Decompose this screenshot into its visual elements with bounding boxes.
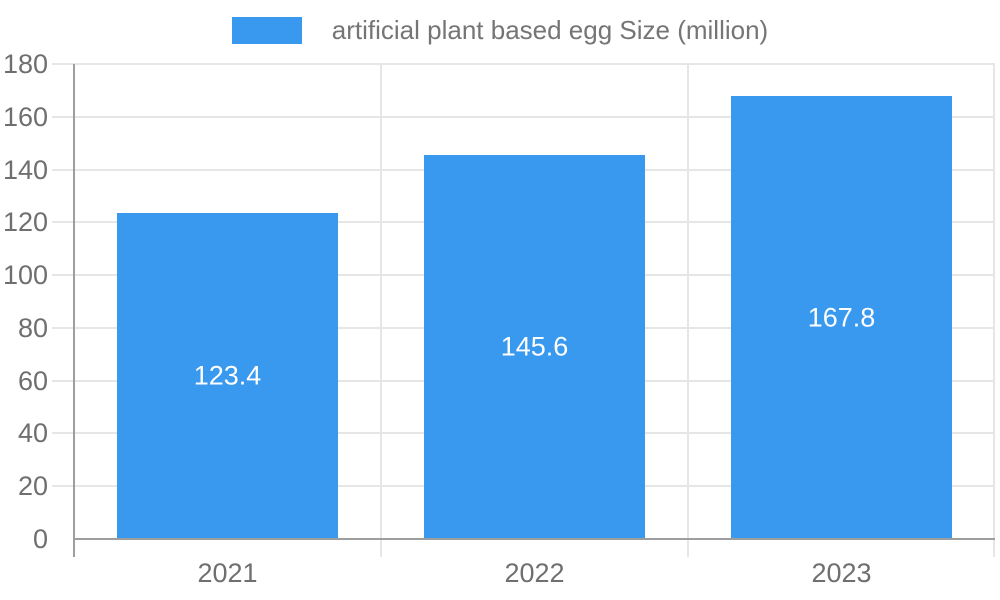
y-axis-line xyxy=(73,64,75,557)
y-axis-tick-label: 100 xyxy=(2,260,48,291)
legend-label: artificial plant based egg Size (million… xyxy=(331,15,769,45)
gridline-180 xyxy=(52,63,995,65)
x-axis-tick-label: 2023 xyxy=(811,558,872,588)
bar-2021: 123.4 xyxy=(116,213,339,539)
y-axis-tick-label: 80 xyxy=(17,312,48,343)
plot-right-border xyxy=(993,64,995,557)
bar-category: 145.6 xyxy=(381,64,688,539)
category-separator xyxy=(379,64,382,557)
category-separator xyxy=(686,64,689,557)
y-axis-tick-label: 20 xyxy=(17,471,48,502)
y-axis-tick-label: 120 xyxy=(2,207,48,238)
bar-2022: 145.6 xyxy=(423,154,646,539)
bar-2023: 167.8 xyxy=(730,96,953,539)
y-axis-tick-label: 160 xyxy=(2,101,48,132)
bar-category: 123.4 xyxy=(74,64,381,539)
y-axis-tick-label: 180 xyxy=(2,49,48,79)
gridline-160 xyxy=(52,115,995,118)
y-axis-tick-label: 40 xyxy=(17,418,48,449)
bar-category: 167.8 xyxy=(688,64,995,539)
x-axis-line xyxy=(74,538,995,540)
bar-value-label: 167.8 xyxy=(807,302,876,333)
y-axis-tick-label: 140 xyxy=(2,154,48,185)
legend-swatch xyxy=(231,17,302,44)
bar-value-label: 123.4 xyxy=(193,360,262,391)
chart-legend: artificial plant based egg Size (million… xyxy=(0,15,1000,46)
y-axis-tick-label: 60 xyxy=(17,365,48,396)
x-axis-tick-label: 2022 xyxy=(504,558,565,588)
bars-layer: 123.4 145.6 167.8 xyxy=(74,64,995,539)
y-axis-tick-label: 0 xyxy=(32,524,48,554)
y-axis-labels: 0 20 40 60 80 100 120 140 160 180 xyxy=(0,49,48,554)
bar-value-label: 145.6 xyxy=(500,331,569,362)
plot-area: 123.4 145.6 167.8 xyxy=(52,63,995,557)
x-axis-tick-label: 2021 xyxy=(197,558,258,588)
x-axis-labels: 2021 2022 2023 xyxy=(74,558,995,589)
